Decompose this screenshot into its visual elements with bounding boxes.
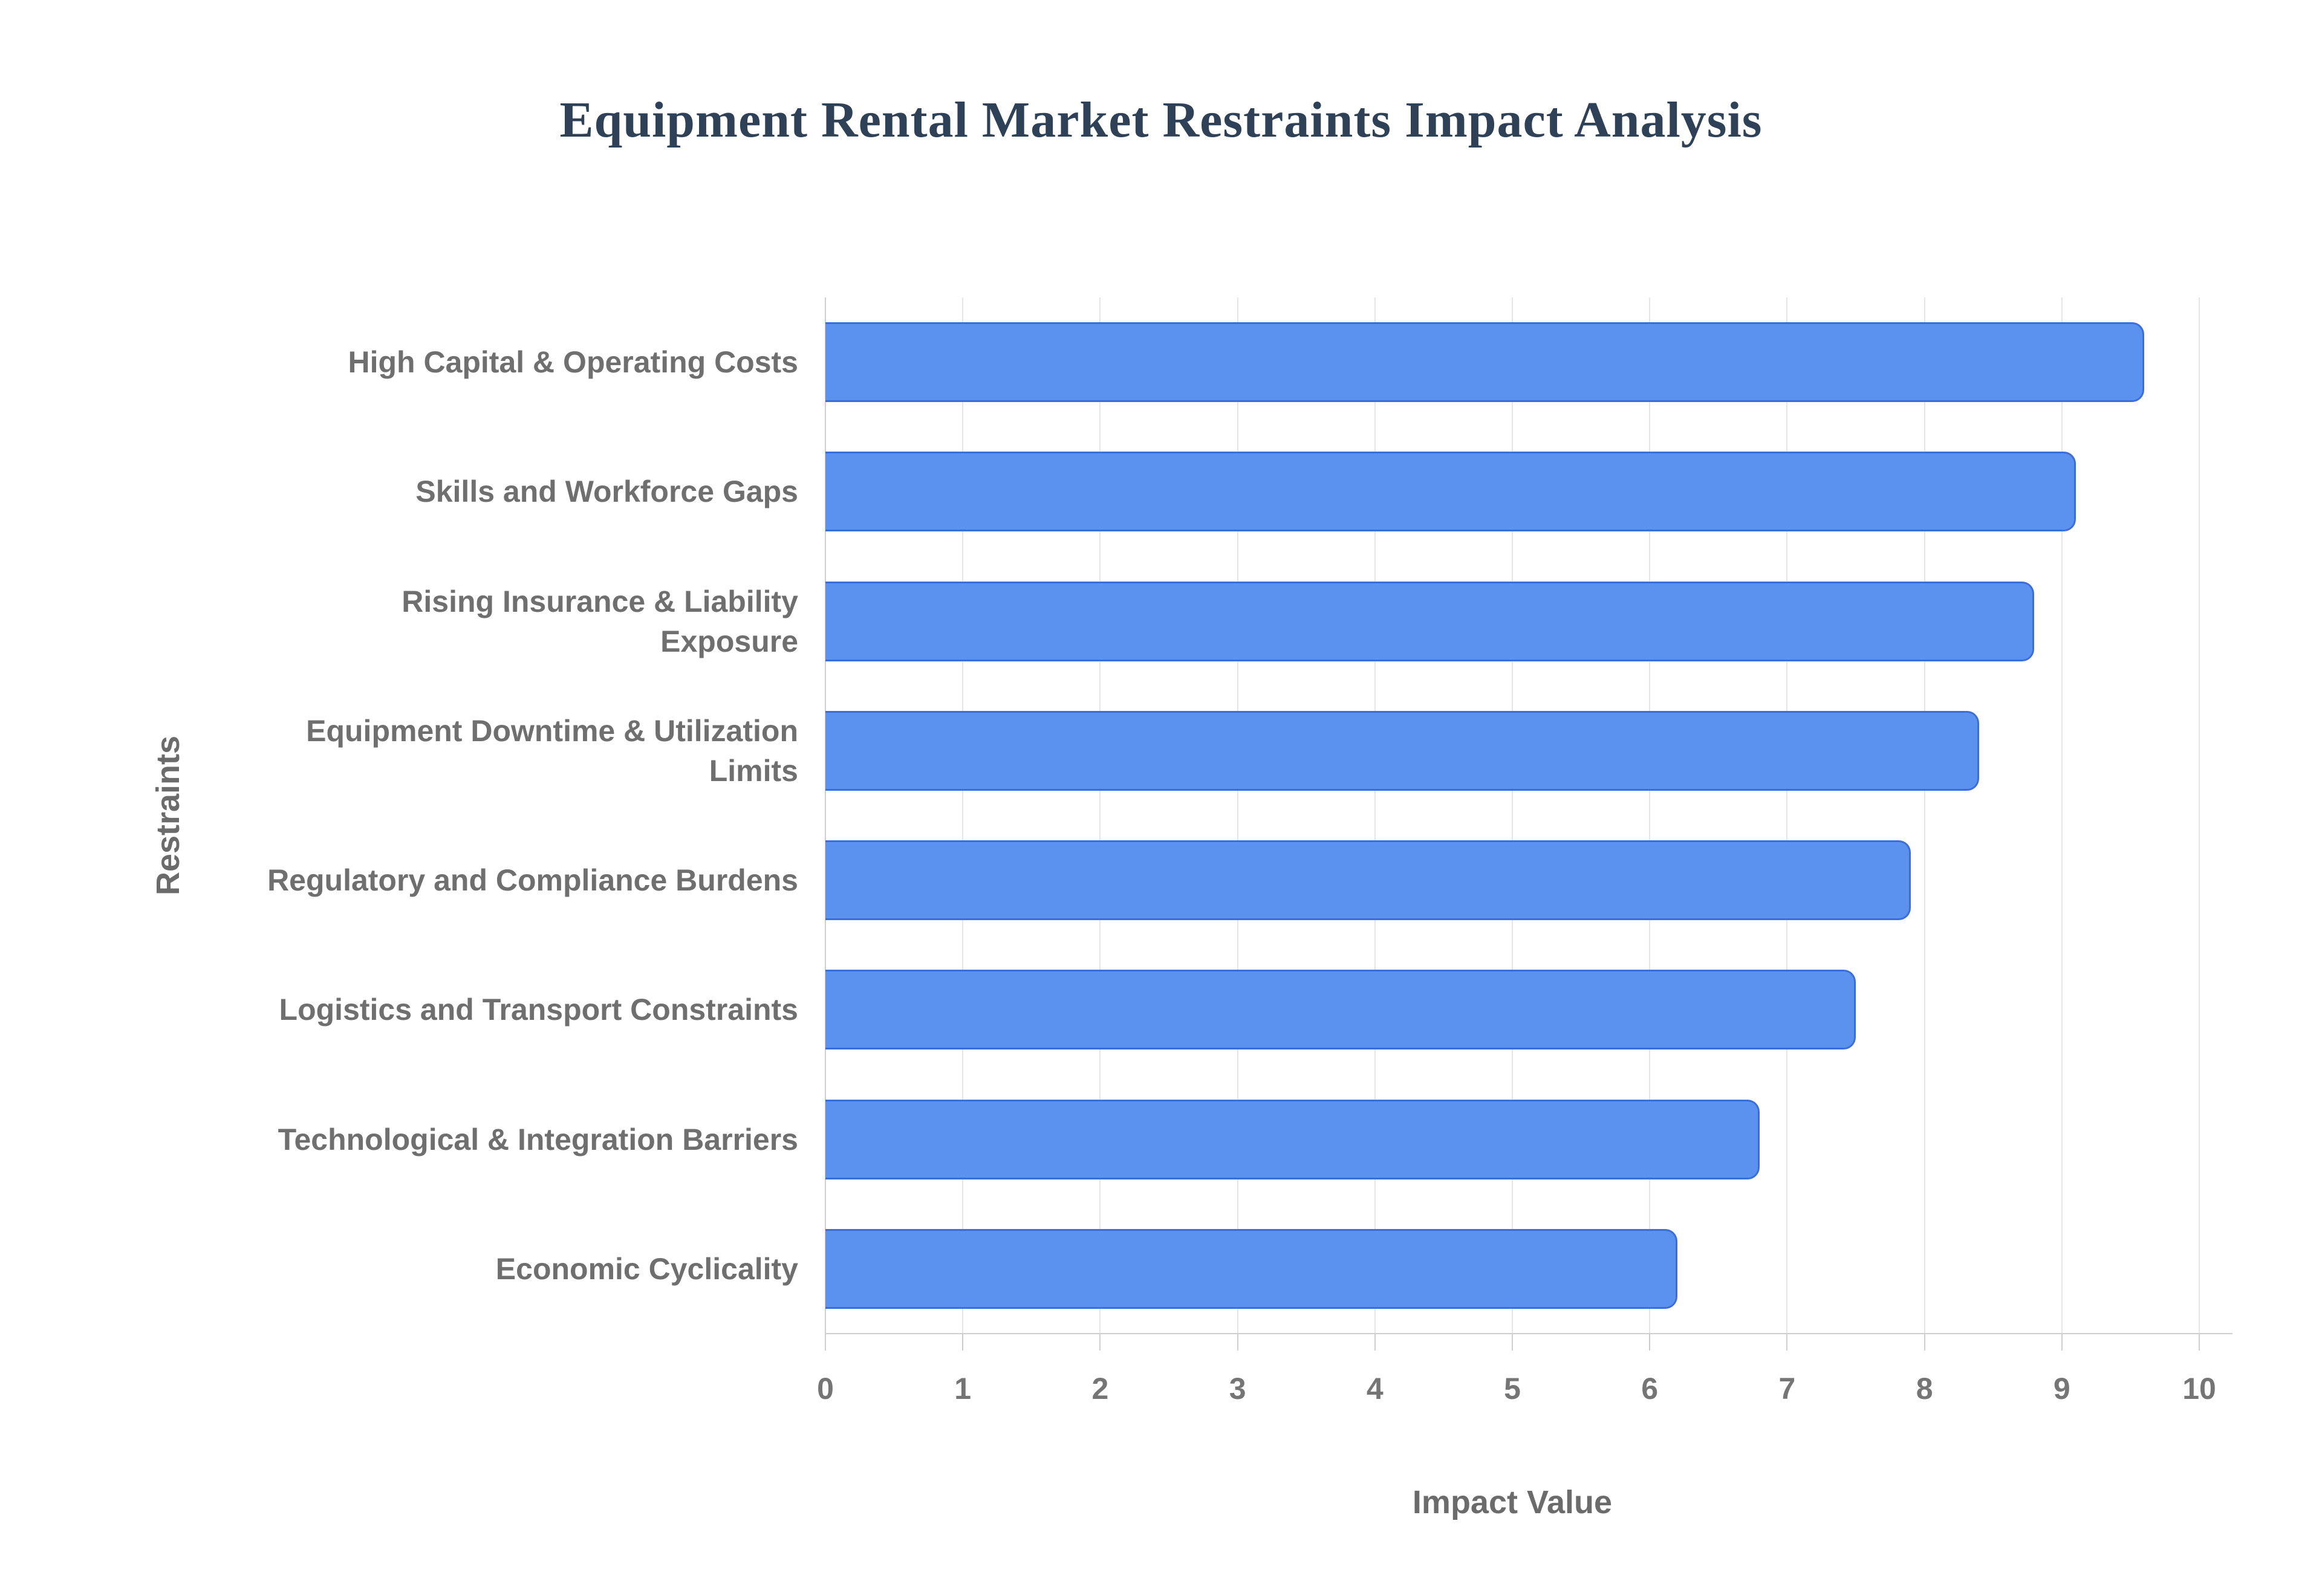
x-tick-label: 2 — [1091, 1372, 1109, 1406]
gridline — [1786, 297, 1788, 1334]
y-tick-label: Skills and Workforce Gaps — [415, 475, 798, 509]
x-axis-tick-mark — [1786, 1334, 1788, 1351]
bar-3 — [825, 581, 2035, 661]
x-axis-tick-mark — [1237, 1334, 1238, 1351]
gridline — [1924, 297, 1925, 1334]
y-axis-title: Restraints — [150, 735, 186, 896]
x-axis-tick-mark — [1374, 1334, 1376, 1351]
gridline — [1099, 297, 1101, 1334]
x-tick-label: 4 — [1366, 1372, 1384, 1406]
x-tick-label: 5 — [1504, 1372, 1521, 1406]
gridline — [1374, 297, 1376, 1334]
x-axis-tick-mark — [962, 1334, 964, 1351]
bar-8 — [825, 1228, 1677, 1309]
x-tick-label: 6 — [1641, 1372, 1659, 1406]
bar-2 — [825, 452, 2076, 532]
gridline — [1237, 297, 1238, 1334]
plot-area — [825, 297, 2233, 1351]
x-axis-tick-mark — [2061, 1334, 2063, 1351]
x-tick-label: 10 — [2182, 1372, 2216, 1406]
bar-6 — [825, 970, 1856, 1050]
x-tick-label: 8 — [1916, 1372, 1933, 1406]
x-axis-line — [825, 1333, 2233, 1334]
gridline — [1512, 297, 1513, 1334]
y-tick-label: Technological & Integration Barriers — [278, 1122, 798, 1156]
gridline — [2199, 297, 2200, 1334]
x-axis-tick-mark — [1649, 1334, 1651, 1351]
y-tick-label: Rising Insurance & Liability Exposure — [402, 584, 798, 658]
x-axis-tick-mark — [2199, 1334, 2200, 1351]
y-tick-label: Regulatory and Compliance Burdens — [267, 863, 798, 898]
x-axis-tick-mark — [1924, 1334, 1925, 1351]
gridline — [1649, 297, 1651, 1334]
bar-5 — [825, 840, 1911, 921]
x-axis-tick-mark — [1512, 1334, 1513, 1351]
x-tick-label: 7 — [1778, 1372, 1796, 1406]
y-tick-label: High Capital & Operating Costs — [348, 345, 798, 380]
x-tick-label: 0 — [817, 1372, 834, 1406]
x-tick-label: 1 — [954, 1372, 972, 1406]
y-tick-label: Logistics and Transport Constraints — [279, 993, 798, 1027]
y-axis-line — [825, 297, 826, 1334]
x-axis-tick-mark — [1099, 1334, 1101, 1351]
bar-7 — [825, 1099, 1760, 1179]
bar-1 — [825, 322, 2145, 403]
x-axis-title: Impact Value — [1412, 1484, 1613, 1520]
x-axis-tick-mark — [825, 1334, 826, 1351]
x-tick-label: 9 — [2053, 1372, 2070, 1406]
gridline — [962, 297, 964, 1334]
y-tick-label: Equipment Downtime & Utilization Limits — [306, 713, 798, 788]
chart-title: Equipment Rental Market Restraints Impac… — [559, 92, 1763, 148]
gridline — [2061, 297, 2063, 1334]
y-tick-label: Economic Cyclicality — [495, 1251, 798, 1286]
bar-4 — [825, 710, 1980, 791]
x-tick-label: 3 — [1229, 1372, 1246, 1406]
